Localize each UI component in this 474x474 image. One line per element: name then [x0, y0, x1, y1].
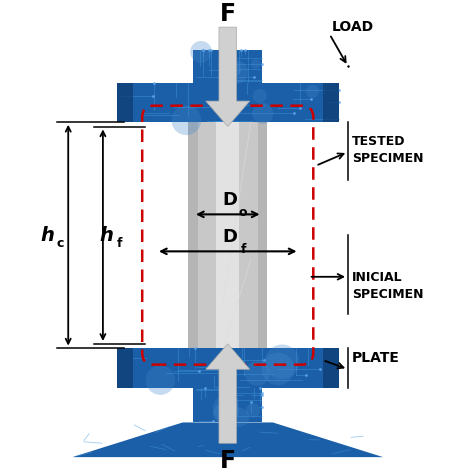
Text: INICIAL
SPECIMEN: INICIAL SPECIMEN — [352, 271, 423, 301]
Circle shape — [245, 361, 270, 386]
Circle shape — [213, 396, 239, 422]
Circle shape — [172, 105, 201, 135]
Circle shape — [225, 62, 241, 77]
FancyArrow shape — [206, 344, 250, 443]
Text: f: f — [240, 243, 246, 256]
Circle shape — [224, 60, 248, 84]
Circle shape — [213, 403, 234, 424]
Text: f: f — [117, 237, 122, 250]
Bar — [193, 50, 263, 82]
Text: D: D — [223, 228, 237, 246]
Bar — [189, 122, 267, 348]
Bar — [117, 348, 133, 388]
Bar — [117, 82, 133, 122]
Bar — [189, 122, 198, 348]
Text: F: F — [219, 2, 236, 26]
FancyArrow shape — [206, 27, 250, 127]
Text: o: o — [239, 206, 247, 219]
Circle shape — [252, 103, 273, 124]
Text: F: F — [219, 449, 236, 473]
Bar — [117, 348, 339, 388]
Polygon shape — [73, 422, 383, 457]
Bar — [322, 348, 339, 388]
Circle shape — [229, 408, 249, 427]
Circle shape — [306, 85, 319, 98]
Bar — [193, 388, 263, 422]
Bar — [216, 122, 239, 348]
Circle shape — [265, 345, 300, 379]
Text: h: h — [100, 226, 114, 245]
Text: PLATE: PLATE — [352, 351, 400, 365]
Circle shape — [251, 59, 260, 69]
Circle shape — [246, 403, 260, 418]
Text: TESTED
SPECIMEN: TESTED SPECIMEN — [352, 135, 423, 164]
Text: h: h — [40, 226, 55, 245]
Bar — [117, 82, 339, 122]
Text: D: D — [223, 191, 237, 209]
Bar — [258, 122, 267, 348]
Text: c: c — [57, 237, 64, 250]
Circle shape — [253, 89, 267, 103]
Circle shape — [190, 41, 212, 63]
Circle shape — [146, 365, 175, 395]
Bar — [322, 82, 339, 122]
Text: LOAD: LOAD — [332, 20, 374, 34]
Circle shape — [262, 353, 294, 385]
